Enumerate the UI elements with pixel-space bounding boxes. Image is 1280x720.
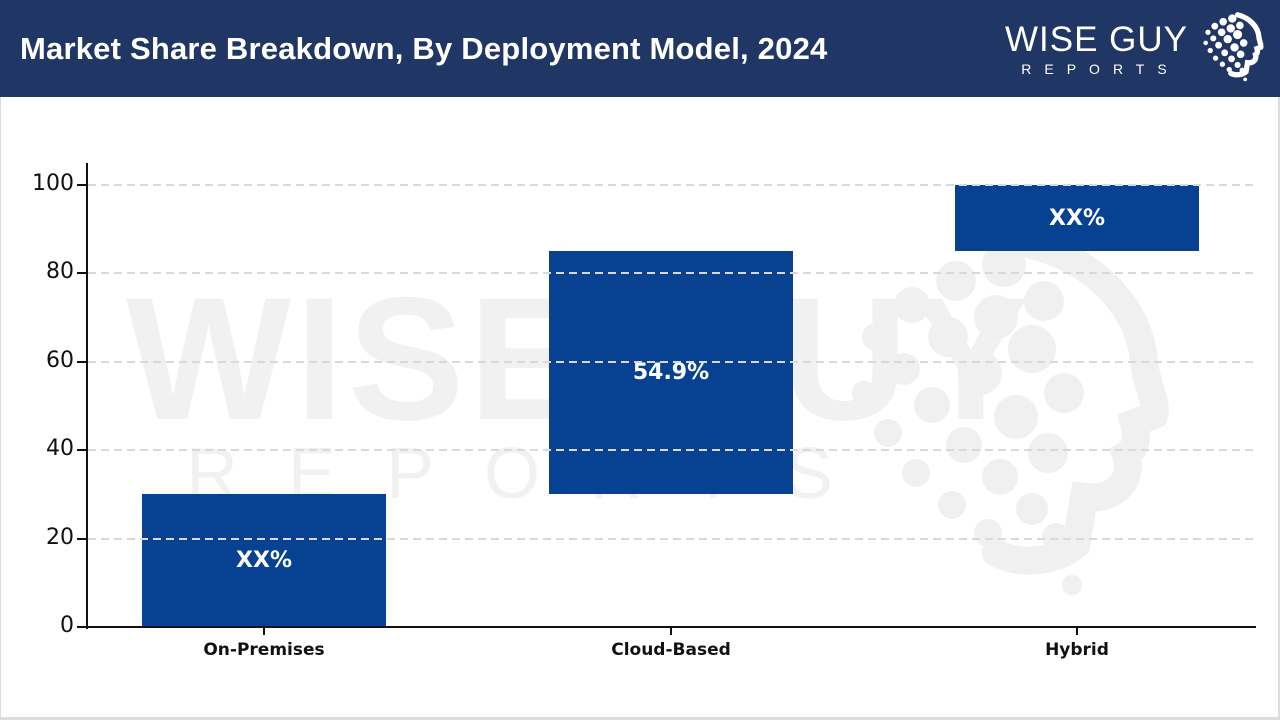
x-tick-mark <box>263 628 265 635</box>
y-tick-mark <box>77 537 86 540</box>
y-axis-line <box>86 163 88 629</box>
bar-cloud-based: 54.9% <box>549 251 793 494</box>
logo-wordmark: WISE GUY <box>1004 19 1188 59</box>
logo-text: WISE GUY REPORTS <box>1005 22 1188 76</box>
y-tick-label: 40 <box>46 436 74 462</box>
y-tick-mark <box>77 449 86 452</box>
logo-subtext: REPORTS <box>1021 60 1180 77</box>
x-category-label: On-Premises <box>203 640 325 660</box>
y-tick-label: 100 <box>32 171 74 196</box>
y-tick-label: 60 <box>46 347 74 373</box>
x-tick-mark <box>670 628 672 635</box>
y-tick-label: 20 <box>46 524 74 550</box>
chart-title: Market Share Breakdown, By Deployment Mo… <box>20 30 828 66</box>
gridline <box>88 449 1256 452</box>
y-tick-label: 0 <box>60 613 74 638</box>
page-border-left <box>0 97 1 720</box>
y-tick-label: 80 <box>46 259 74 285</box>
wise-guy-logo: WISE GUY REPORTS <box>1005 7 1268 91</box>
header: Market Share Breakdown, By Deployment Mo… <box>0 0 1280 97</box>
gridline <box>88 272 1256 275</box>
x-axis-line <box>86 626 1256 628</box>
y-tick-mark <box>77 360 86 363</box>
bar-hybrid: XX% <box>955 185 1199 252</box>
x-category-label: Cloud-Based <box>611 640 731 660</box>
y-tick-mark <box>77 184 86 186</box>
gridline <box>88 184 1256 186</box>
y-tick-mark <box>77 272 86 275</box>
page-border-right <box>1278 97 1280 720</box>
bar-on-premises: XX% <box>142 493 386 627</box>
x-category-label: Hybrid <box>1045 640 1109 660</box>
bar-value-label: 54.9% <box>632 360 710 386</box>
y-tick-mark <box>77 626 86 628</box>
bar-value-label: XX% <box>236 547 292 573</box>
gridline <box>88 360 1256 363</box>
x-tick-mark <box>1076 628 1078 635</box>
bar-value-label: XX% <box>1049 205 1105 231</box>
wise-guy-head-icon <box>1192 7 1268 91</box>
gridline <box>88 537 1256 540</box>
page-border-bottom <box>0 717 1280 720</box>
